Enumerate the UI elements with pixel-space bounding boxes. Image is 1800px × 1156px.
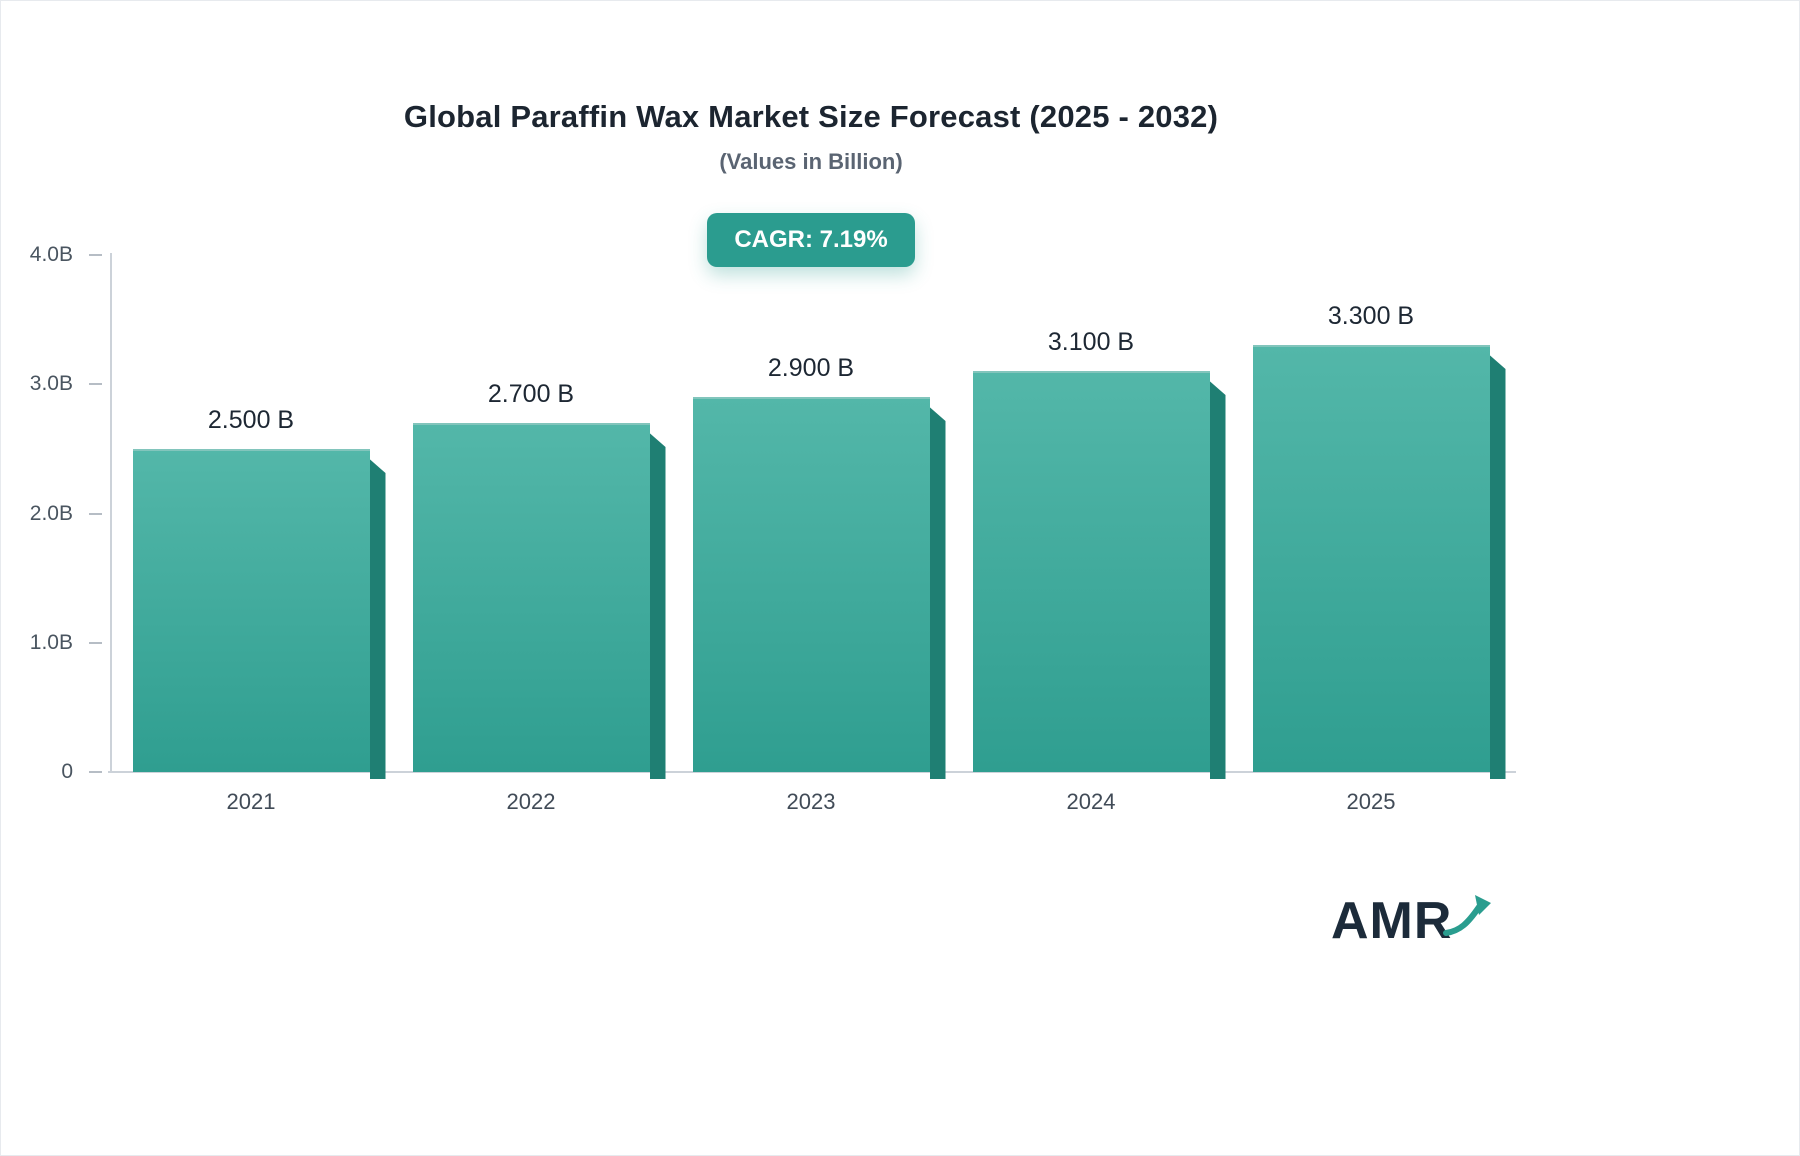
amr-logo-text: AMR <box>1331 892 1453 950</box>
bar-2025 <box>1252 345 1506 779</box>
chart-header: Global Paraffin Wax Market Size Forecast… <box>1 1 1621 267</box>
plot-area: 2.500 B 2.700 B 2.900 B 3.100 B 3.300 B <box>111 255 1511 779</box>
x-axis-label: 2024 <box>1066 789 1116 814</box>
bar-face <box>132 449 370 772</box>
x-axis-label: 2021 <box>226 789 276 814</box>
x-axis-labels: 2021 2022 2023 2024 2025 <box>111 789 1511 823</box>
y-axis-tick-mark <box>89 254 102 256</box>
y-axis-tick-mark <box>89 771 102 773</box>
bar-face <box>692 397 930 772</box>
bar-value-label: 3.300 B <box>1327 302 1415 330</box>
bar-2022 <box>412 423 666 779</box>
y-axis-tick-mark <box>89 641 102 644</box>
bar-value-label: 2.500 B <box>207 406 295 434</box>
bar-value-label: 2.900 B <box>767 354 855 382</box>
x-axis-line <box>108 771 1516 773</box>
x-axis-label: 2023 <box>786 789 836 814</box>
bar-2021 <box>132 449 386 779</box>
chart-subtitle: (Values in Billion) <box>719 149 903 174</box>
bar-2024 <box>972 371 1226 779</box>
chart-title: Global Paraffin Wax Market Size Forecast… <box>403 99 1219 134</box>
y-axis-tick-label: 1.0B <box>29 630 73 654</box>
amr-logo: AMR <box>1331 892 1494 950</box>
bar-side-shadow <box>649 433 666 779</box>
bar-side-shadow <box>929 407 946 779</box>
bar-face <box>1252 345 1490 772</box>
y-axis-tick-label: 4.0B <box>29 243 73 266</box>
bar-value-label: 2.700 B <box>487 380 575 408</box>
cagr-badge: CAGR: 7.19% <box>707 213 915 267</box>
y-axis-line <box>110 253 112 772</box>
y-axis-tick-label: 2.0B <box>29 501 73 525</box>
trend-arrow-icon <box>1442 893 1494 946</box>
x-axis-label: 2025 <box>1346 789 1396 814</box>
y-axis-tick-label: 0 <box>61 760 73 783</box>
y-axis: 4.0B 3.0B 2.0B 1.0B 0 <box>1 243 111 783</box>
y-axis-tick-mark <box>89 383 102 386</box>
y-axis-tick-label: 3.0B <box>29 372 73 396</box>
bar-face <box>412 423 650 772</box>
bar-face <box>972 371 1210 772</box>
bar-side-shadow <box>369 459 386 779</box>
bar-2023 <box>692 397 946 779</box>
bar-side-shadow <box>1489 355 1506 779</box>
x-axis-label: 2022 <box>506 789 556 814</box>
bar-side-shadow <box>1209 381 1226 779</box>
y-axis-tick-mark <box>89 512 102 515</box>
bar-value-label: 3.100 B <box>1047 328 1135 356</box>
